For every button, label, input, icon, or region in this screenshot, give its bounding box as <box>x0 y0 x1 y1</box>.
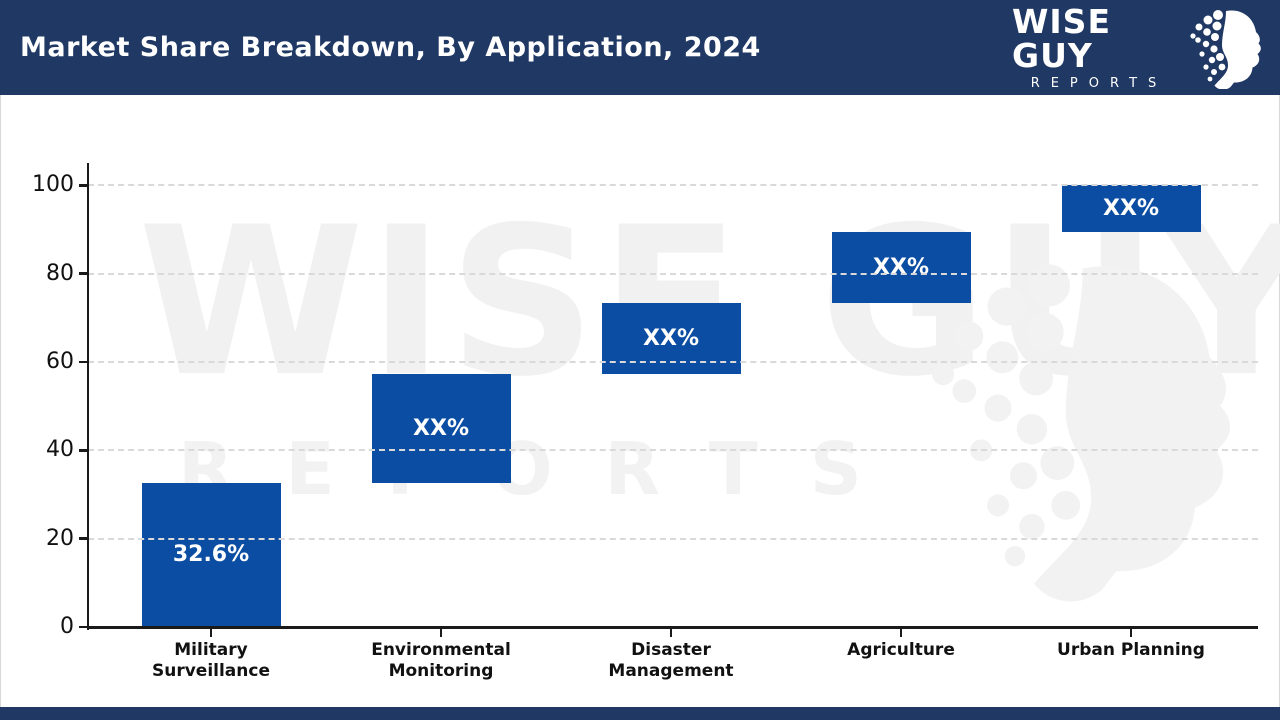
x-tick-1 <box>439 628 443 637</box>
x-category-label: Disaster Management <box>608 640 734 681</box>
y-tick-label-100: 100 <box>32 172 74 198</box>
y-tick-40 <box>79 449 87 452</box>
x-category-label: Urban Planning <box>1057 640 1205 660</box>
y-tick-0 <box>79 625 87 629</box>
watermark-subtitle: REPORTS <box>178 427 914 511</box>
x-category-label: Agriculture <box>847 640 955 660</box>
x-tick-4 <box>1129 628 1133 637</box>
x-tick-3 <box>899 628 903 637</box>
bar-value-label: XX% <box>1103 196 1159 222</box>
y-tick-100 <box>79 184 87 187</box>
wise-guy-reports-logo: WISE GUY REPORTS <box>1012 2 1262 92</box>
y-tick-label-80: 80 <box>46 260 74 286</box>
y-axis-line <box>86 163 89 630</box>
y-tick-60 <box>79 360 87 364</box>
bar-value-label: XX% <box>873 254 929 280</box>
x-category-label: Military Surveillance <box>151 640 270 681</box>
x-tick-2 <box>669 628 673 637</box>
gridline-y100 <box>88 184 1258 187</box>
y-tick-label-20: 20 <box>46 525 74 551</box>
gridline-y80 <box>88 272 1258 275</box>
logo-wordmark: WISE GUY <box>1012 2 1111 75</box>
y-tick-label-0: 0 <box>60 614 74 639</box>
x-category-label: Environmental Monitoring <box>371 640 511 681</box>
footer-bar <box>0 707 1280 720</box>
y-tick-label-60: 60 <box>46 348 74 374</box>
x-axis-line <box>86 625 1258 629</box>
gridline-y40 <box>88 449 1258 452</box>
bar-value-label: XX% <box>413 416 469 442</box>
y-tick-20 <box>79 537 87 540</box>
bar-disaster: XX% <box>601 302 741 375</box>
bar-agriculture: XX% <box>831 231 971 303</box>
bar-urban planning: XX% <box>1061 185 1201 232</box>
bar-value-label: XX% <box>643 326 699 352</box>
gridline-y60 <box>88 360 1258 363</box>
y-tick-80 <box>79 272 87 275</box>
bar-value-label: 32.6% <box>172 542 250 568</box>
chart-title: Market Share Breakdown, By Application, … <box>20 32 761 63</box>
bar-military: 32.6% <box>141 483 281 627</box>
logo-subtitle: REPORTS <box>1030 76 1168 91</box>
bar-environmental: XX% <box>371 374 511 483</box>
gridline-y20 <box>88 537 1258 540</box>
chart-plot-area: WISE GUY REPORTS 32.6%XX%XX%XX%XX%020406… <box>0 95 1280 707</box>
watermark-dotted-face-icon <box>932 264 1231 602</box>
y-tick-label-40: 40 <box>46 437 74 463</box>
dotted-face-profile-icon <box>1190 10 1261 89</box>
logo-text: WISE GUY REPORTS <box>1012 2 1180 92</box>
x-tick-0 <box>209 628 213 637</box>
header-bar: Market Share Breakdown, By Application, … <box>0 0 1280 95</box>
